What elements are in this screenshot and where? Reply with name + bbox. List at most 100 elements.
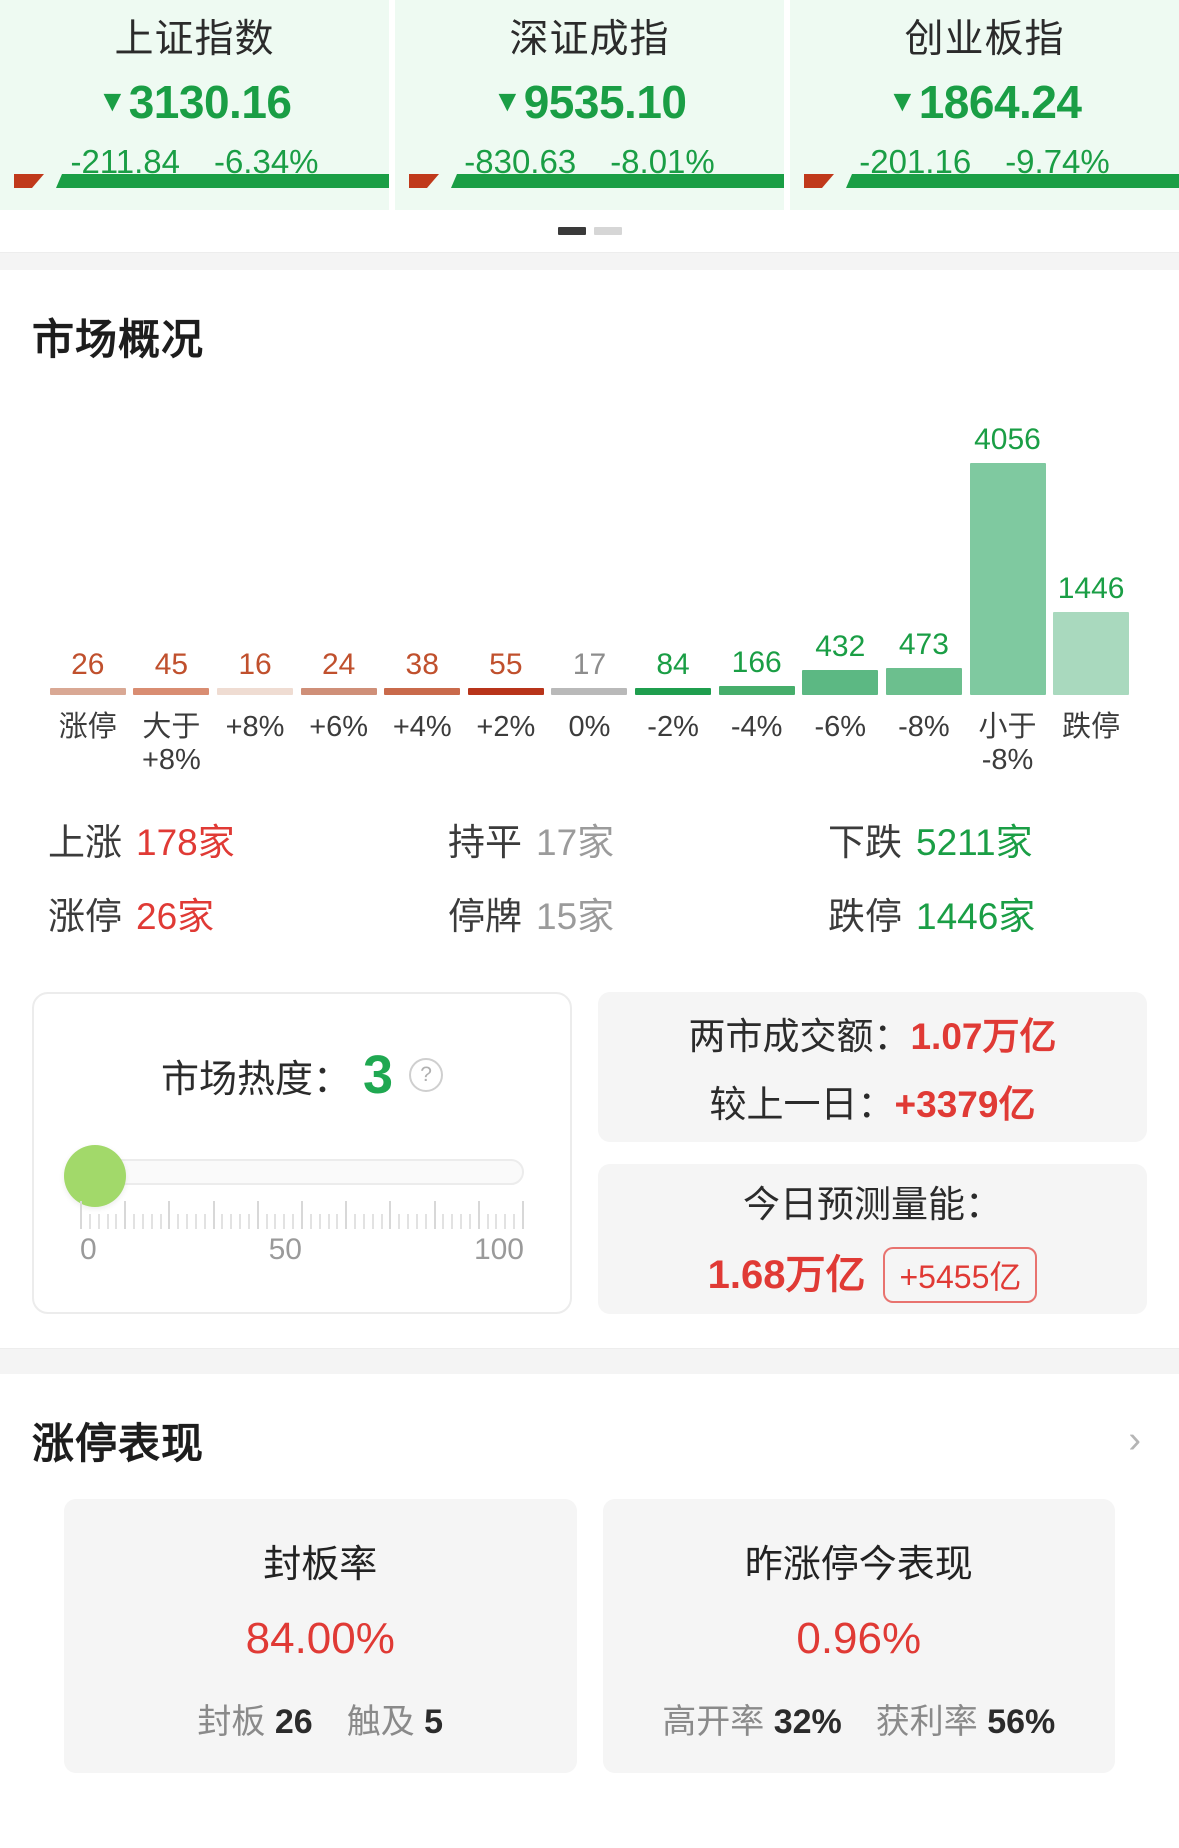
ruler-tick [230, 1213, 232, 1229]
sparkbar-green-segment [451, 174, 784, 188]
sparkbar-green-segment [56, 174, 389, 188]
carousel-pager[interactable] [0, 210, 1179, 252]
market-heat-slider[interactable] [64, 1144, 524, 1207]
bar-rect [551, 688, 628, 695]
ruler-tick [460, 1213, 462, 1229]
index-price: 9535.10 [523, 75, 687, 128]
tally-cell-limit-up: 涨停 26家 [48, 886, 448, 940]
ruler-tick [248, 1213, 250, 1229]
bar-rect [217, 688, 294, 695]
tally-value: 15家 [536, 895, 615, 937]
x-axis-label: -2% [647, 711, 699, 743]
tally-label: 下跌 [828, 821, 902, 863]
scale-min: 0 [80, 1232, 97, 1266]
tally-value: 1446家 [916, 895, 1036, 937]
ruler-tick [416, 1213, 418, 1229]
bar-column: 45 [130, 403, 214, 695]
question-mark-icon[interactable]: ? [409, 1058, 444, 1093]
x-axis-label: -4% [730, 711, 783, 743]
bar-rect [49, 688, 126, 695]
ruler-tick [372, 1213, 374, 1229]
ruler-tick [451, 1213, 453, 1229]
limit-up-cards: 封板率 84.00% 封板 26 触及 5 昨涨停今表现 0.96% [32, 1481, 1147, 1773]
ruler-tick [177, 1213, 179, 1229]
market-overview-section: 市场概况 26 45 16 24 38 55 17 84 166 432 473 4056 1446 涨… [0, 270, 1179, 968]
index-name: 创业板指 [904, 18, 1065, 61]
limit-up-header[interactable]: 涨停表现 › [32, 1374, 1147, 1481]
bar-value-label: 166 [731, 646, 782, 679]
market-heat-value: 3 [362, 1045, 394, 1106]
ruler-tick [274, 1213, 276, 1229]
slider-track[interactable] [80, 1158, 524, 1185]
ruler-tick [195, 1213, 197, 1229]
section-divider [0, 252, 1179, 270]
turnover-label: 两市成交额： [688, 1015, 911, 1057]
turnover-delta-label: 较上一日： [709, 1083, 895, 1125]
slider-ruler [80, 1189, 524, 1229]
ruler-tick [310, 1213, 312, 1229]
limit-up-performance-section: 涨停表现 › 封板率 84.00% 封板 26 触及 5 [0, 1373, 1179, 1773]
sub-metric-profit-rate: 获利率 56% [875, 1702, 1056, 1741]
market-heat-card[interactable]: 市场热度： 3 ? 0 50 100 [32, 991, 572, 1314]
index-value-group: ▼ 9535.10 [493, 75, 687, 129]
bar-column: 166 [715, 403, 799, 695]
slider-knob[interactable] [64, 1144, 126, 1207]
forecast-label-row: 今日预测量能： [743, 1174, 1002, 1228]
turnover-value: 1.07万亿 [910, 1015, 1057, 1057]
x-axis-label: 涨停 [58, 711, 117, 743]
bar-value-label: 26 [71, 648, 105, 681]
market-heat-label: 市场热度： [160, 1058, 351, 1101]
index-cards-carousel[interactable]: 上证指数 ▼ 3130.16 -211.84 -6.34% 深证成指 ▼ 953… [0, 0, 1179, 210]
ruler-tick [336, 1213, 338, 1229]
x-axis-label: +2% [476, 711, 536, 743]
sub-metric-sealed: 封板 26 [197, 1702, 313, 1741]
pager-dot-2[interactable] [593, 227, 622, 235]
ruler-tick [168, 1200, 170, 1229]
ruler-tick [257, 1200, 259, 1229]
bar-rect [384, 688, 461, 695]
bar-value-label: 1446 [1057, 572, 1125, 605]
index-card-chinext[interactable]: 创业板指 ▼ 1864.24 -201.16 -9.74% [790, 0, 1179, 210]
ruler-tick [469, 1213, 471, 1229]
ruler-tick [151, 1213, 153, 1229]
index-change: -211.84 [70, 142, 180, 180]
chart-bars: 26 45 16 24 38 55 17 84 166 432 473 4056 1446 [46, 403, 1133, 695]
index-price: 3130.16 [128, 75, 292, 128]
sparkbar-green-segment [846, 174, 1179, 188]
ruler-tick [319, 1213, 321, 1229]
turnover-delta-row: 较上一日： +3379亿 [710, 1074, 1036, 1128]
ruler-tick [221, 1213, 223, 1229]
pager-dot-1[interactable] [557, 227, 586, 235]
ruler-tick [239, 1213, 241, 1229]
bar-column: 26 [46, 403, 130, 695]
index-card-shenzhen[interactable]: 深证成指 ▼ 9535.10 -830.63 -8.01% [395, 0, 784, 210]
page-title: 市场概况 [32, 316, 205, 363]
stats-column: 两市成交额： 1.07万亿 较上一日： +3379亿 今日预测量能： 1.68万… [598, 991, 1147, 1314]
index-name: 深证成指 [509, 18, 670, 61]
sub-metric-touched: 触及 5 [346, 1702, 444, 1741]
index-card-shanghai[interactable]: 上证指数 ▼ 3130.16 -211.84 -6.34% [0, 0, 389, 210]
ruler-tick [204, 1213, 206, 1229]
x-axis-label: 0% [568, 711, 611, 743]
ruler-tick [389, 1200, 391, 1229]
index-change-group: -830.63 -8.01% [464, 143, 715, 181]
index-price: 1864.24 [918, 75, 1082, 128]
ruler-tick [478, 1200, 480, 1229]
forecast-value: 1.68万亿 [707, 1253, 866, 1298]
seal-rate-card[interactable]: 封板率 84.00% 封板 26 触及 5 [64, 1498, 577, 1773]
ruler-tick [345, 1200, 347, 1229]
bar-value-label: 17 [572, 648, 607, 681]
bar-column: 16 [213, 403, 297, 695]
slider-scale-labels: 0 50 100 [80, 1233, 524, 1267]
forecast-label: 今日预测量能： [743, 1184, 1002, 1226]
ruler-tick [513, 1213, 515, 1229]
down-arrow-icon: ▼ [887, 84, 918, 118]
chart-x-axis-labels: 涨停 大于 +8% +8% +6% +4% +2% 0% -2% -4% -6% -8% 小于 -8%… [46, 711, 1133, 778]
index-sparkbar [409, 174, 784, 188]
tally-value: 178家 [136, 821, 235, 863]
chevron-right-icon[interactable]: › [1128, 1418, 1141, 1461]
x-axis-label: +4% [392, 711, 452, 743]
yesterday-limit-up-card[interactable]: 昨涨停今表现 0.96% 高开率 32% 获利率 56% [602, 1498, 1115, 1773]
ruler-tick [98, 1213, 100, 1229]
ruler-tick [328, 1213, 330, 1229]
